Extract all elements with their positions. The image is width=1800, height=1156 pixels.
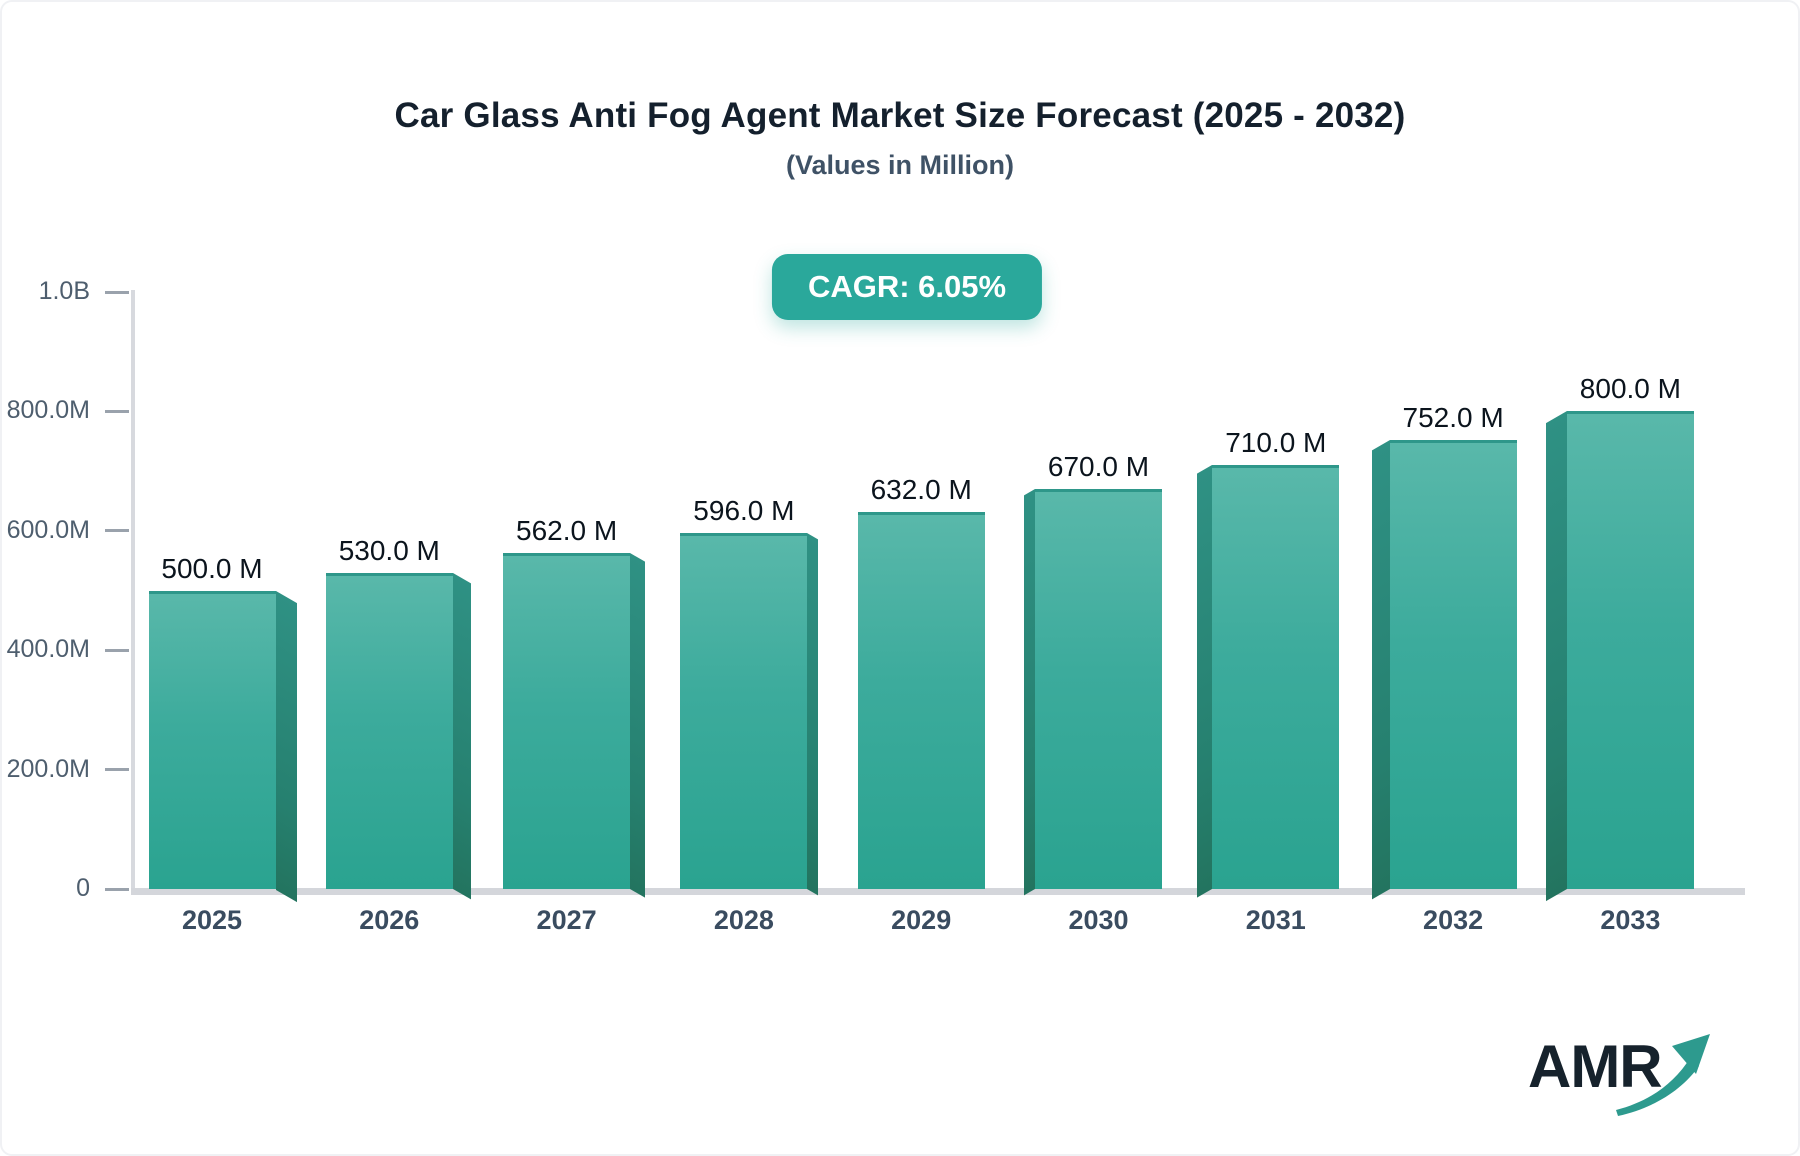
- y-axis-tick: [105, 290, 129, 294]
- bar-2025[interactable]: [148, 590, 276, 889]
- y-axis-line: [131, 290, 135, 892]
- bar-2032[interactable]: [1389, 440, 1517, 889]
- bar-value-label: 752.0 M: [1402, 402, 1504, 434]
- bar-value-label: 530.0 M: [338, 534, 440, 566]
- bar-3d-side: [630, 553, 646, 898]
- y-axis-tick: [105, 887, 129, 891]
- bar-value-label: 500.0 M: [161, 552, 263, 584]
- x-axis-label: 2030: [1068, 905, 1129, 935]
- cagr-badge: CAGR: 6.05%: [771, 254, 1043, 320]
- x-axis-line: [131, 888, 1745, 895]
- y-axis-label: 200.0M: [6, 754, 90, 783]
- bar-value-label: 562.0 M: [516, 515, 618, 547]
- bar-2030[interactable]: [1035, 489, 1162, 889]
- bar-3d-side: [452, 572, 471, 900]
- y-axis-tick: [105, 768, 129, 772]
- amr-logo: AMR: [1528, 1032, 1728, 1122]
- x-axis-label: 2029: [891, 905, 952, 935]
- bar-value-label: 800.0 M: [1579, 373, 1681, 405]
- y-axis-tick: [105, 648, 129, 652]
- x-axis-label: 2026: [359, 905, 420, 935]
- bar-3d-side: [1024, 489, 1035, 896]
- x-axis-label: 2033: [1600, 905, 1661, 935]
- bar-value-label: 632.0 M: [870, 473, 972, 505]
- bar-2026[interactable]: [325, 572, 453, 889]
- y-axis-label: 1.0B: [38, 277, 90, 305]
- x-axis-label: 2032: [1423, 905, 1484, 935]
- growth-arrow-icon: [1616, 1034, 1710, 1116]
- bar-2028[interactable]: [680, 533, 808, 889]
- bar-3d-side: [1371, 440, 1390, 900]
- y-axis-label: 800.0M: [6, 396, 90, 425]
- chart-title: Car Glass Anti Fog Agent Market Size For…: [394, 96, 1406, 135]
- y-axis-tick: [105, 529, 129, 533]
- amr-logo-text: AMR: [1528, 1033, 1663, 1100]
- bar-3d-side: [1545, 411, 1567, 902]
- bar-2029[interactable]: [857, 511, 985, 889]
- bar-3d-side: [1197, 465, 1213, 898]
- y-axis-tick: [105, 409, 129, 413]
- x-axis-label: 2025: [181, 905, 243, 935]
- y-axis-label: 600.0M: [6, 515, 90, 544]
- bar-3d-side: [807, 533, 819, 896]
- bar-value-label: 670.0 M: [1047, 451, 1150, 482]
- bar-2031[interactable]: [1212, 465, 1340, 889]
- chart-subtitle: (Values in Million): [785, 150, 1015, 180]
- bar-2033[interactable]: [1566, 411, 1694, 889]
- x-axis-label: 2027: [536, 905, 597, 935]
- y-axis-label: 400.0M: [6, 635, 90, 664]
- x-axis-label: 2031: [1245, 905, 1306, 935]
- bar-2027[interactable]: [503, 553, 631, 889]
- bar-3d-side: [275, 590, 297, 902]
- x-axis-label: 2028: [713, 905, 774, 935]
- y-axis-label: 0: [76, 874, 90, 902]
- bar-value-label: 710.0 M: [1225, 427, 1327, 459]
- bar-value-label: 596.0 M: [693, 495, 795, 527]
